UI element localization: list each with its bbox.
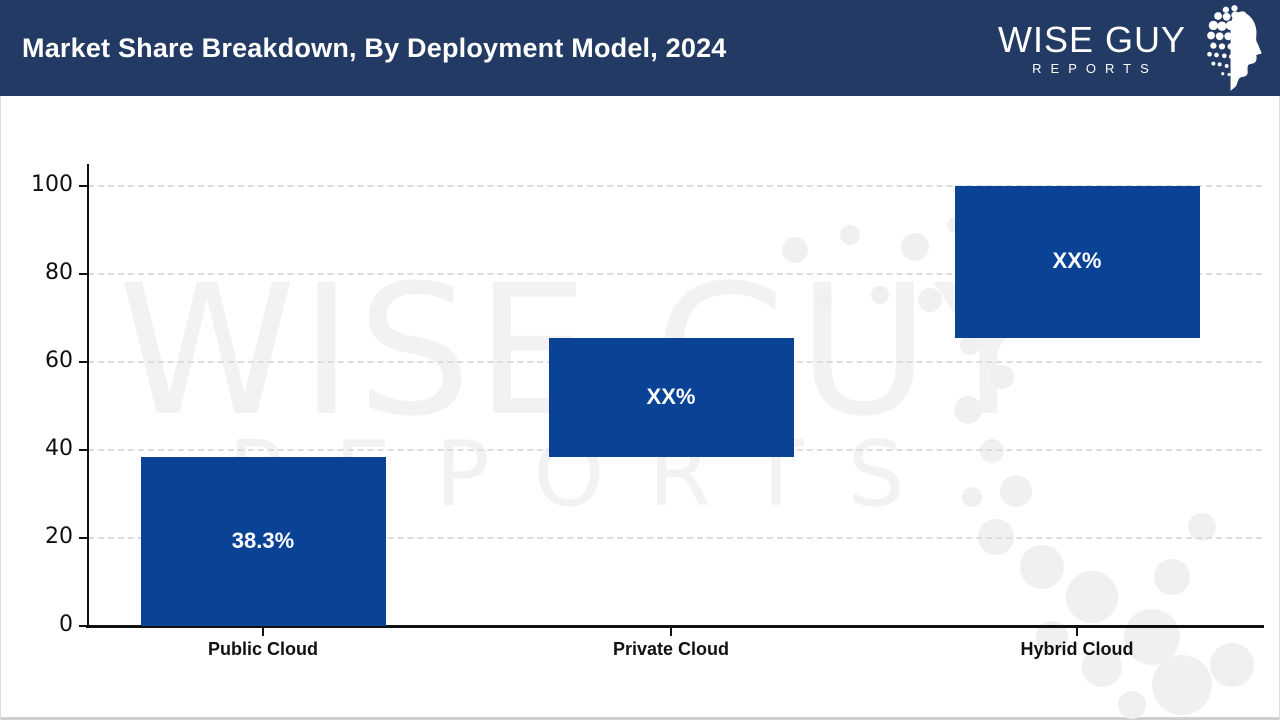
page-title: Market Share Breakdown, By Deployment Mo…: [22, 32, 727, 63]
x-tick-0: [262, 628, 264, 636]
bar-value-label: XX%: [1052, 247, 1102, 273]
logo-text: WISE GUY REPORTS: [997, 18, 1186, 76]
y-tick-80: [79, 273, 88, 275]
x-category-label: Private Cloud: [612, 639, 730, 659]
x-category-label: Hybrid Cloud: [1020, 639, 1134, 659]
x-axis-line: [86, 625, 1264, 628]
x-category-label: Public Cloud: [208, 639, 318, 659]
bar-private-cloud: [548, 337, 794, 458]
bar-value-label: 38.3%: [231, 527, 295, 553]
wiseguy-logo: WISE GUY REPORTS: [998, 5, 1268, 91]
bar-hybrid-cloud: [954, 186, 1200, 338]
gridline-80: [88, 273, 1262, 275]
logo-face-icon: [1207, 5, 1262, 91]
y-tick-label: 60: [45, 348, 73, 373]
bar-value-label: XX%: [646, 383, 696, 409]
y-tick-label: 40: [45, 436, 73, 461]
y-tick-60: [79, 361, 88, 363]
header-bar: Market Share Breakdown, By Deployment Mo…: [0, 0, 1280, 96]
y-axis-line: [87, 164, 89, 628]
x-tick-1: [670, 628, 672, 636]
gridline-100: [88, 185, 1262, 187]
y-tick-40: [79, 449, 88, 451]
y-tick-20: [79, 537, 88, 539]
bar-public-cloud: [140, 457, 386, 626]
gridline-20: [88, 537, 1262, 539]
y-tick-label: 0: [59, 612, 73, 637]
y-tick-0: [79, 625, 88, 627]
logo-wordmark: WISE GUY: [997, 18, 1186, 60]
x-tick-2: [1076, 628, 1078, 636]
logo-subtext: REPORTS: [1032, 60, 1158, 76]
y-tick-label: 80: [45, 260, 73, 285]
y-tick-label: 100: [31, 172, 73, 197]
y-tick-label: 20: [45, 524, 73, 549]
y-tick-100: [79, 185, 88, 187]
